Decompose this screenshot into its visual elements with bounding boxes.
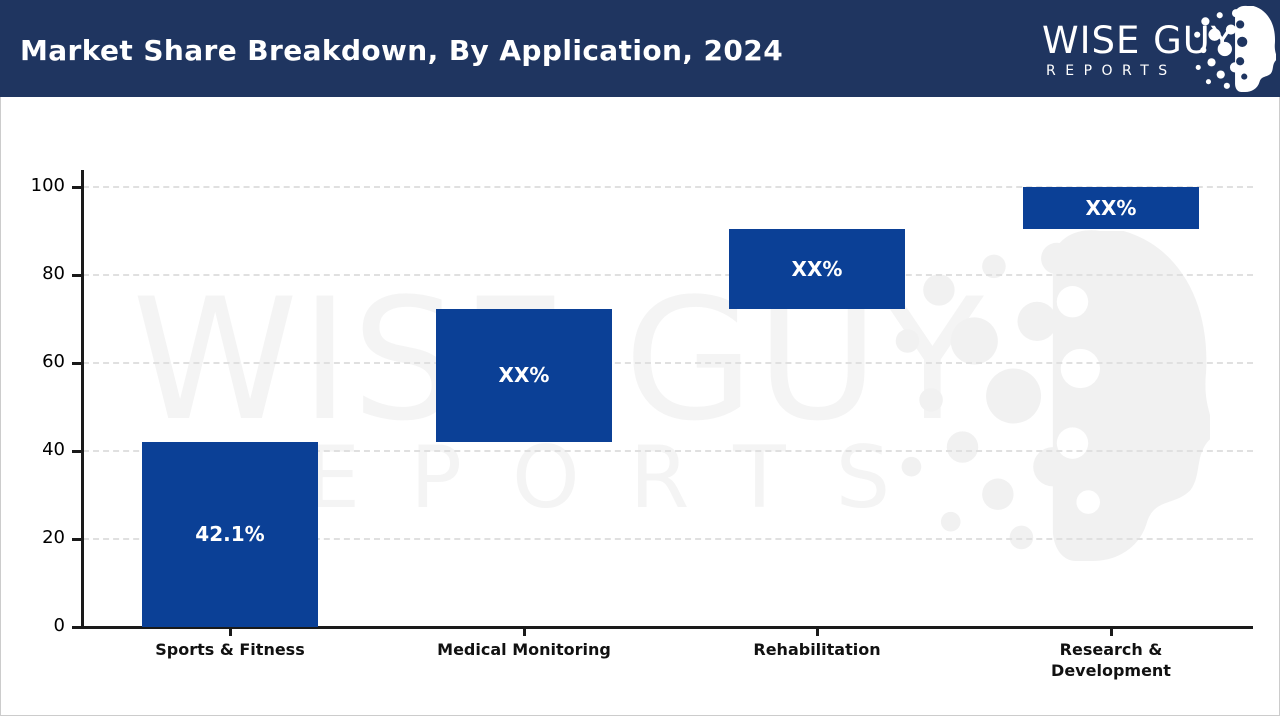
x-axis-line bbox=[81, 626, 1253, 629]
y-tick bbox=[72, 626, 81, 629]
x-tick bbox=[1110, 628, 1113, 636]
y-tick bbox=[72, 362, 81, 365]
gridline bbox=[83, 362, 1253, 364]
y-tick-label: 0 bbox=[53, 615, 65, 636]
brand-name: WISE GUY bbox=[1042, 19, 1235, 62]
x-tick bbox=[816, 628, 819, 636]
y-tick bbox=[72, 186, 81, 189]
y-tick-label: 40 bbox=[42, 439, 65, 460]
bar-label: XX% bbox=[791, 256, 843, 281]
y-tick bbox=[72, 274, 81, 277]
gridline bbox=[83, 538, 1253, 540]
x-tick bbox=[523, 628, 526, 636]
bar: XX% bbox=[1023, 187, 1199, 229]
bar: 42.1% bbox=[142, 441, 318, 627]
bar-label: XX% bbox=[1085, 195, 1137, 220]
bar-label: XX% bbox=[498, 363, 550, 388]
brand-face-icon bbox=[1194, 5, 1276, 92]
gridline bbox=[83, 450, 1253, 452]
y-tick-label: 60 bbox=[42, 351, 65, 372]
x-tick bbox=[229, 628, 232, 636]
gridline bbox=[83, 274, 1253, 276]
y-tick bbox=[72, 450, 81, 453]
y-axis-line bbox=[81, 170, 84, 629]
y-tick-label: 20 bbox=[42, 527, 65, 548]
x-category-label: Rehabilitation bbox=[753, 640, 881, 659]
y-tick bbox=[72, 538, 81, 541]
y-tick-label: 80 bbox=[42, 263, 65, 284]
page-title: Market Share Breakdown, By Application, … bbox=[20, 34, 784, 67]
brand-subtitle: REPORTS bbox=[1046, 63, 1177, 79]
bar: XX% bbox=[436, 308, 612, 442]
x-category-label: Sports & Fitness bbox=[155, 640, 305, 659]
brand-logo: WISE GUY REPORTS bbox=[1036, 0, 1280, 97]
watermark-face-graphic bbox=[895, 230, 1210, 561]
bar-label: 42.1% bbox=[195, 522, 265, 547]
y-tick-label: 100 bbox=[30, 175, 65, 196]
x-category-label: Medical Monitoring bbox=[437, 640, 611, 659]
gridline bbox=[83, 186, 1253, 188]
bar: XX% bbox=[729, 228, 905, 309]
x-category-label: Research & Development bbox=[1051, 640, 1171, 680]
header: Market Share Breakdown, By Application, … bbox=[0, 0, 1280, 97]
